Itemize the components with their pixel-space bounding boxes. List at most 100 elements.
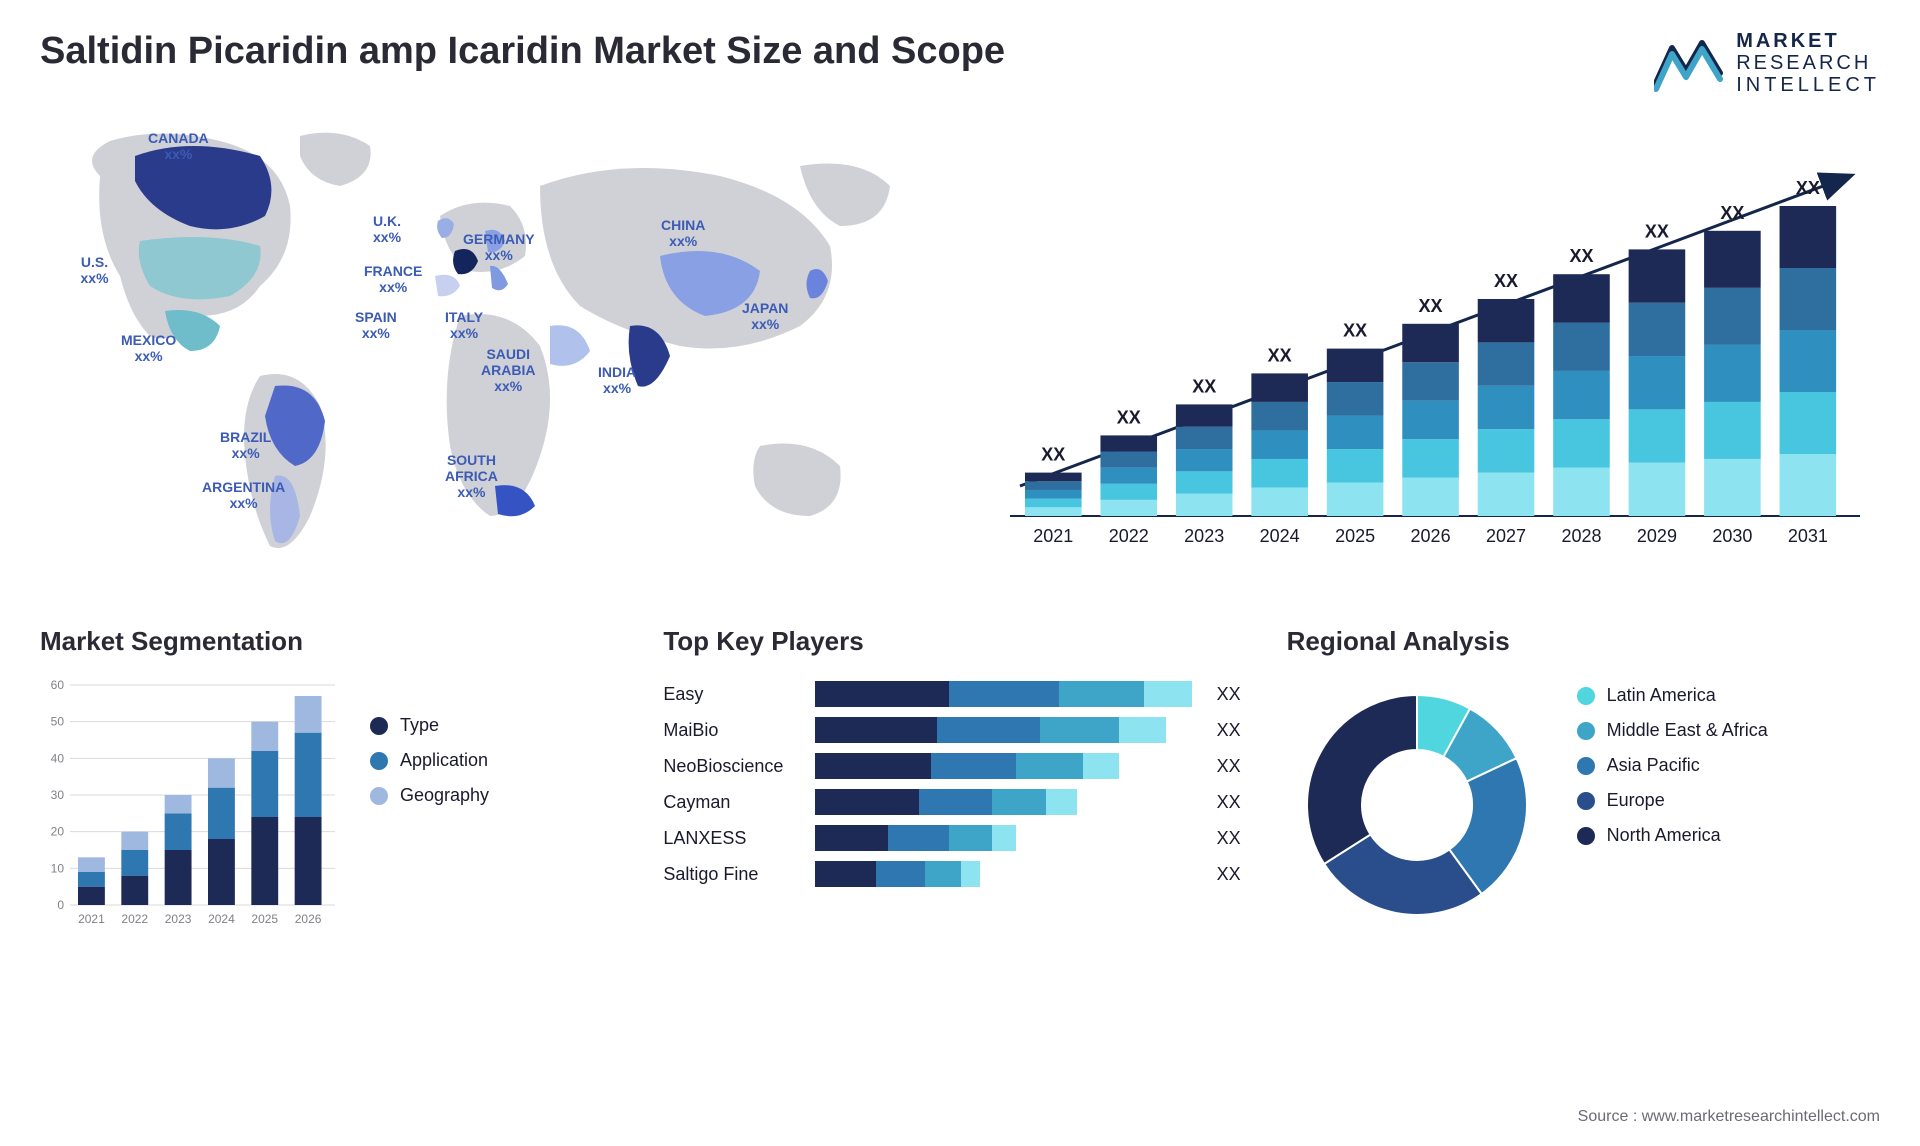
player-value: XX (1217, 828, 1257, 849)
svg-text:30: 30 (51, 788, 65, 802)
svg-text:XX: XX (1645, 221, 1669, 241)
segmentation-legend: Type Application Geography (370, 675, 489, 935)
legend-item: Europe (1577, 790, 1768, 811)
svg-text:2026: 2026 (295, 912, 322, 926)
regional-panel: Regional Analysis Latin America Middle Ea… (1287, 626, 1880, 935)
svg-text:10: 10 (51, 861, 65, 875)
svg-text:0: 0 (57, 898, 64, 912)
legend-item: Latin America (1577, 685, 1768, 706)
brand-line1: MARKET (1736, 30, 1880, 52)
svg-text:2026: 2026 (1411, 526, 1451, 546)
map-label: SAUDIARABIAxx% (481, 346, 535, 394)
player-value: XX (1217, 684, 1257, 705)
legend-item: Geography (370, 785, 489, 806)
svg-text:50: 50 (51, 715, 65, 729)
players-panel: Top Key Players EasyXXMaiBioXXNeoBioscie… (663, 626, 1256, 935)
map-label: ARGENTINAxx% (202, 479, 285, 511)
map-label: JAPANxx% (742, 300, 788, 332)
svg-text:2029: 2029 (1637, 526, 1677, 546)
legend-item: Asia Pacific (1577, 755, 1768, 776)
map-label: GERMANYxx% (463, 231, 535, 263)
player-row: LANXESS XX (663, 825, 1256, 851)
svg-text:2030: 2030 (1712, 526, 1752, 546)
map-label: U.K.xx% (373, 213, 401, 245)
brand-line3: INTELLECT (1736, 74, 1880, 96)
player-bar (815, 717, 1165, 743)
svg-text:2024: 2024 (1260, 526, 1300, 546)
player-value: XX (1217, 864, 1257, 885)
map-label: U.S.xx% (81, 254, 109, 286)
legend-item: Application (370, 750, 489, 771)
svg-text:2027: 2027 (1486, 526, 1526, 546)
player-name: Saltigo Fine (663, 864, 803, 885)
player-row: NeoBioscience XX (663, 753, 1256, 779)
players-list: EasyXXMaiBioXXNeoBioscienceXXCaymanXXLAN… (663, 675, 1256, 887)
player-name: LANXESS (663, 828, 803, 849)
legend-item: Type (370, 715, 489, 736)
svg-text:2021: 2021 (1033, 526, 1073, 546)
svg-text:2025: 2025 (251, 912, 278, 926)
map-label: ITALYxx% (445, 309, 483, 341)
page-title: Saltidin Picaridin amp Icaridin Market S… (40, 30, 1005, 73)
source-footer: Source : www.marketresearchintellect.com (1578, 1108, 1880, 1126)
player-value: XX (1217, 720, 1257, 741)
player-name: Cayman (663, 792, 803, 813)
legend-item: North America (1577, 825, 1768, 846)
brand-mark-icon (1654, 33, 1724, 93)
map-label: INDIAxx% (598, 364, 636, 396)
regional-legend: Latin America Middle East & Africa Asia Pa… (1577, 675, 1768, 935)
main-bar-chart: XX2021XX2022XX2023XX2024XX2025XX2026XX20… (980, 116, 1880, 576)
svg-text:XX: XX (1494, 271, 1518, 291)
map-label: FRANCExx% (364, 263, 422, 295)
svg-text:2021: 2021 (78, 912, 105, 926)
player-bar (815, 861, 979, 887)
world-map: CANADAxx% U.S.xx% MEXICOxx% BRAZILxx% ARGENT… (40, 116, 940, 576)
svg-text:XX: XX (1419, 296, 1443, 316)
player-bar (815, 825, 1016, 851)
regional-title: Regional Analysis (1287, 626, 1880, 657)
svg-text:2025: 2025 (1335, 526, 1375, 546)
svg-text:20: 20 (51, 825, 65, 839)
svg-text:60: 60 (51, 678, 65, 692)
player-bar (815, 789, 1077, 815)
svg-text:XX: XX (1796, 178, 1820, 198)
player-row: Easy XX (663, 681, 1256, 707)
svg-text:2023: 2023 (165, 912, 192, 926)
brand-logo: MARKET RESEARCH INTELLECT (1654, 30, 1880, 96)
player-value: XX (1217, 792, 1257, 813)
svg-text:2022: 2022 (121, 912, 148, 926)
map-label: SOUTHAFRICAxx% (445, 452, 498, 500)
player-bar (815, 681, 1192, 707)
svg-text:XX: XX (1117, 407, 1141, 427)
players-title: Top Key Players (663, 626, 1256, 657)
svg-text:XX: XX (1569, 246, 1593, 266)
player-name: MaiBio (663, 720, 803, 741)
legend-item: Middle East & Africa (1577, 720, 1768, 741)
svg-text:2028: 2028 (1561, 526, 1601, 546)
header: Saltidin Picaridin amp Icaridin Market S… (40, 30, 1880, 96)
svg-text:2024: 2024 (208, 912, 235, 926)
svg-text:2031: 2031 (1788, 526, 1828, 546)
segmentation-chart: 0 10 20 30 40 50 60 2021 2022 2023 2024 2025 2026 (40, 675, 340, 935)
player-row: MaiBio XX (663, 717, 1256, 743)
svg-text:XX: XX (1041, 445, 1065, 465)
svg-text:XX: XX (1343, 321, 1367, 341)
player-row: Saltigo Fine XX (663, 861, 1256, 887)
player-name: NeoBioscience (663, 756, 803, 777)
map-label: MEXICOxx% (121, 332, 176, 364)
regional-donut (1287, 675, 1547, 935)
svg-text:40: 40 (51, 751, 65, 765)
player-row: Cayman XX (663, 789, 1256, 815)
map-label: CANADAxx% (148, 130, 209, 162)
player-value: XX (1217, 756, 1257, 777)
brand-line2: RESEARCH (1736, 52, 1880, 74)
svg-text:XX: XX (1268, 345, 1292, 365)
map-label: BRAZILxx% (220, 429, 271, 461)
map-label: SPAINxx% (355, 309, 397, 341)
segmentation-title: Market Segmentation (40, 626, 633, 657)
svg-text:XX: XX (1192, 376, 1216, 396)
svg-text:2022: 2022 (1109, 526, 1149, 546)
svg-text:XX: XX (1720, 203, 1744, 223)
map-label: CHINAxx% (661, 217, 705, 249)
player-name: Easy (663, 684, 803, 705)
